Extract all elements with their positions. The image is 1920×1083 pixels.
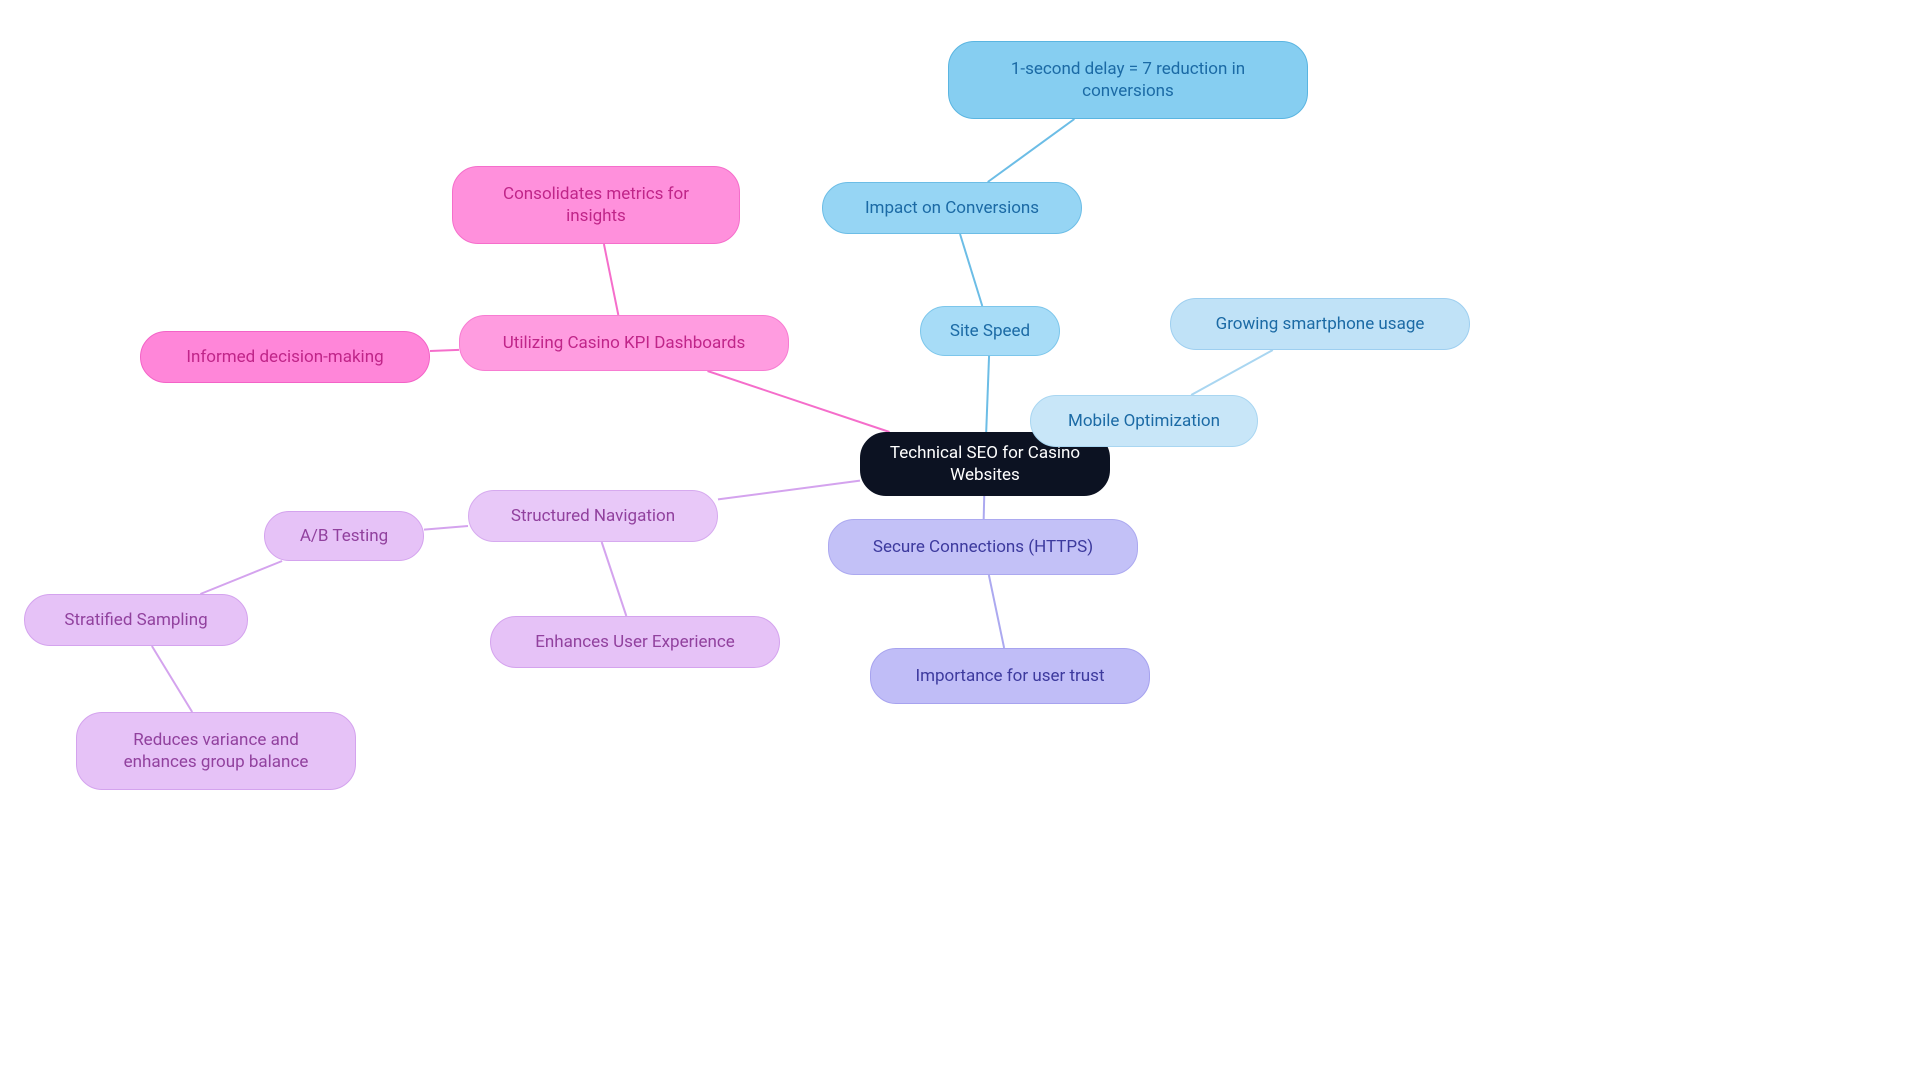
node-insight: Consolidates metrics for insights — [452, 166, 740, 244]
edge-mobile-grow — [1191, 350, 1273, 395]
node-trust: Importance for user trust — [870, 648, 1150, 704]
node-nav: Structured Navigation — [468, 490, 718, 542]
node-label-delay: 1-second delay = 7 reduction in conversi… — [969, 58, 1287, 102]
node-label-root: Technical SEO for Casino Websites — [881, 442, 1089, 486]
node-label-nav: Structured Navigation — [511, 505, 675, 527]
node-ux: Enhances User Experience — [490, 616, 780, 668]
node-label-inform: Informed decision-making — [186, 346, 383, 368]
edge-kpi-insight — [604, 244, 618, 315]
edge-root-nav — [718, 481, 860, 500]
node-label-mobile: Mobile Optimization — [1068, 410, 1220, 432]
node-label-kpi: Utilizing Casino KPI Dashboards — [503, 332, 745, 354]
node-inform: Informed decision-making — [140, 331, 430, 383]
node-label-insight: Consolidates metrics for insights — [473, 183, 719, 227]
node-mobile: Mobile Optimization — [1030, 395, 1258, 447]
edge-https-trust — [989, 575, 1004, 648]
node-grow: Growing smartphone usage — [1170, 298, 1470, 350]
node-label-ux: Enhances User Experience — [535, 631, 735, 653]
node-impact: Impact on Conversions — [822, 182, 1082, 234]
node-label-ab: A/B Testing — [300, 525, 388, 547]
edge-kpi-inform — [430, 350, 459, 351]
node-label-trust: Importance for user trust — [915, 665, 1104, 687]
edge-root-https — [984, 496, 985, 519]
edge-nav-ux — [602, 542, 627, 616]
edge-nav-ab — [424, 526, 468, 530]
node-var: Reduces variance and enhances group bala… — [76, 712, 356, 790]
node-strat: Stratified Sampling — [24, 594, 248, 646]
node-https: Secure Connections (HTTPS) — [828, 519, 1138, 575]
node-label-strat: Stratified Sampling — [64, 609, 207, 631]
edge-strat-var — [152, 646, 192, 712]
edge-ab-strat — [200, 561, 282, 594]
node-label-grow: Growing smartphone usage — [1216, 313, 1425, 335]
node-label-https: Secure Connections (HTTPS) — [873, 536, 1093, 558]
edge-root-speed — [986, 356, 989, 432]
node-ab: A/B Testing — [264, 511, 424, 561]
node-label-var: Reduces variance and enhances group bala… — [97, 729, 335, 773]
edge-impact-delay — [988, 119, 1075, 182]
node-delay: 1-second delay = 7 reduction in conversi… — [948, 41, 1308, 119]
node-speed: Site Speed — [920, 306, 1060, 356]
node-label-impact: Impact on Conversions — [865, 197, 1039, 219]
node-label-speed: Site Speed — [950, 320, 1030, 342]
edge-root-kpi — [708, 371, 890, 432]
node-kpi: Utilizing Casino KPI Dashboards — [459, 315, 789, 371]
edge-speed-impact — [960, 234, 982, 306]
